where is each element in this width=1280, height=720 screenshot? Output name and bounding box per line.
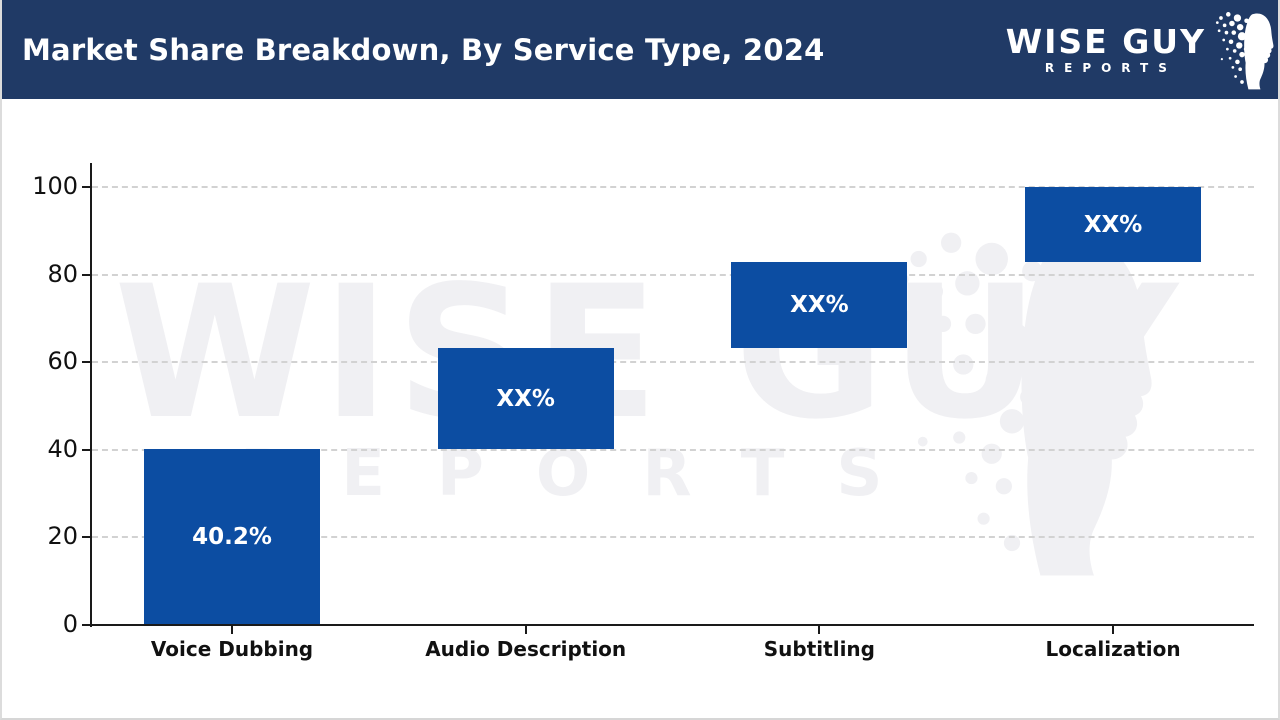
y-axis xyxy=(90,163,92,627)
watermark-head-icon xyxy=(896,232,1152,576)
x-category-label: Subtitling xyxy=(763,637,875,661)
x-category-label: Localization xyxy=(1045,637,1181,661)
x-tick-mark xyxy=(231,626,233,634)
y-tick-mark xyxy=(82,624,90,626)
watermark-text-reports: REPORTS xyxy=(240,437,935,511)
y-tick-mark xyxy=(82,448,90,451)
logo-text-reports: REPORTS xyxy=(1044,61,1177,75)
bar-value-label: 40.2% xyxy=(192,523,272,550)
x-axis xyxy=(90,624,1254,626)
gridline-y40 xyxy=(92,448,1254,451)
y-tick-label: 0 xyxy=(62,610,78,638)
bar-value-label: XX% xyxy=(496,385,555,412)
logo-text-wiseguy: WISE GUY xyxy=(1005,22,1206,61)
report-header: Market Share Breakdown, By Service Type,… xyxy=(2,0,1278,99)
x-tick-mark xyxy=(1112,626,1115,634)
bar-audio-description: XX% xyxy=(437,348,614,449)
gridline-y60 xyxy=(92,361,1254,364)
wiseguy-logo: WISE GUY REPORTS xyxy=(1006,6,1278,94)
bar-localization: XX% xyxy=(1025,187,1202,263)
x-tick-mark xyxy=(818,626,821,634)
gridline-y80 xyxy=(92,273,1254,276)
gridline-y20 xyxy=(92,536,1254,539)
gridline-y100 xyxy=(92,186,1254,188)
page-title: Market Share Breakdown, By Service Type,… xyxy=(22,32,825,67)
logo-head-icon xyxy=(1215,11,1274,89)
x-category-label: Voice Dubbing xyxy=(150,637,314,661)
y-tick-mark xyxy=(82,273,90,276)
bar-subtitling: XX% xyxy=(731,262,908,349)
y-tick-label: 40 xyxy=(47,434,78,463)
y-tick-mark xyxy=(82,361,90,364)
logo-wordmark: WISE GUY REPORTS xyxy=(1006,25,1206,74)
bar-voice-dubbing: 40.2% xyxy=(144,448,320,625)
y-tick-label: 80 xyxy=(47,259,78,288)
y-tick-label: 60 xyxy=(47,347,78,376)
bar-value-label: XX% xyxy=(1083,211,1143,238)
x-tick-mark xyxy=(524,626,527,634)
bar-value-label: XX% xyxy=(790,292,849,319)
y-tick-label: 20 xyxy=(47,522,78,551)
y-tick-mark xyxy=(82,536,90,539)
x-category-label: Audio Description xyxy=(425,637,627,661)
y-tick-label: 100 xyxy=(32,172,78,200)
y-tick-mark xyxy=(82,186,90,188)
